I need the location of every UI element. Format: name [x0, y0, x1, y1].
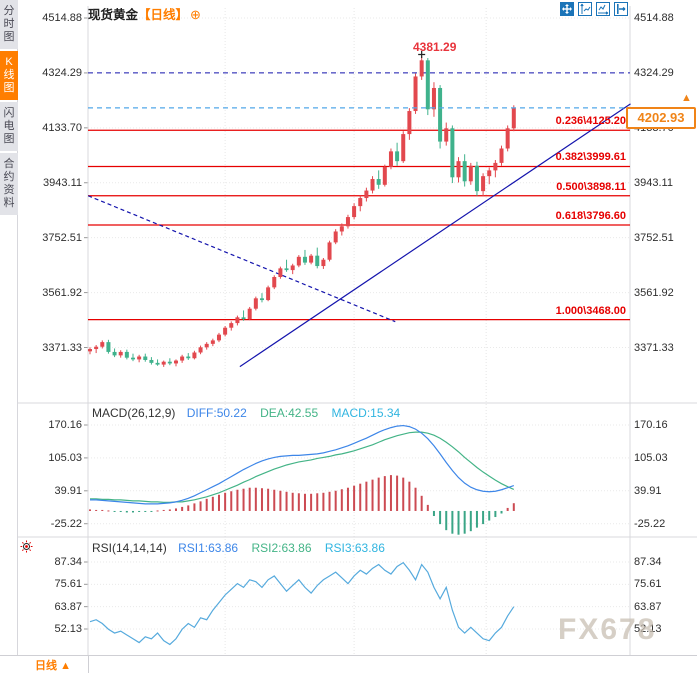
price-up-arrow-icon: ▲ — [681, 92, 692, 104]
rsi1-value: RSI1:63.86 — [178, 541, 239, 555]
peak-price-annotation: 4381.29 — [413, 40, 457, 54]
period-selector-label: 日线 — [35, 660, 58, 672]
period-selector-button[interactable]: 日线 ▲ — [18, 657, 88, 673]
sidebar-tab-lightning-chart[interactable]: 闪电图 — [0, 102, 18, 151]
rsi-params: RSI(14,14,14) — [92, 541, 167, 555]
current-price-tag: 4202.93 — [626, 107, 696, 129]
bottom-bar-divider — [88, 655, 89, 673]
rsi3-value: RSI3:63.86 — [324, 541, 385, 555]
macd-diff-value: DIFF:50.22 — [186, 406, 247, 420]
macd-params: MACD(26,12,9) — [92, 406, 176, 420]
sidebar-tab-timeline-chart[interactable]: 分时图 — [0, 0, 18, 49]
pan-right-icon[interactable] — [614, 2, 628, 16]
symbol-name: 现货黄金 — [88, 8, 139, 22]
zoom-y-axis-icon[interactable] — [578, 2, 592, 16]
left-sidebar: 分时图 K线图 闪电图 合约资料 — [0, 0, 18, 673]
rsi2-value: RSI2:63.86 — [251, 541, 312, 555]
bottom-axis-bar — [0, 655, 697, 673]
period-tag: 【日线】 — [138, 8, 189, 22]
sidebar-tab-kline-chart[interactable]: K线图 — [0, 51, 18, 100]
chart-toolbar — [560, 2, 628, 16]
rsi-header: RSI(14,14,14) RSI1:63.86 RSI2:63.86 RSI3… — [92, 541, 385, 555]
macd-header: MACD(26,12,9) DIFF:50.22 DEA:42.55 MACD:… — [92, 406, 400, 420]
macd-value: MACD:15.34 — [331, 406, 401, 420]
indicator-settings-sun-icon[interactable] — [20, 540, 33, 553]
pan-icon[interactable] — [560, 2, 574, 16]
zoom-x-axis-icon[interactable] — [596, 2, 610, 16]
chart-title: 现货黄金【日线】 ⊕ — [88, 4, 201, 23]
macd-dea-value: DEA:42.55 — [260, 406, 319, 420]
circle-plus-icon[interactable]: ⊕ — [190, 7, 201, 22]
period-selector-arrow-icon: ▲ — [60, 660, 71, 672]
sidebar-tab-contract-info[interactable]: 合约资料 — [0, 153, 18, 215]
